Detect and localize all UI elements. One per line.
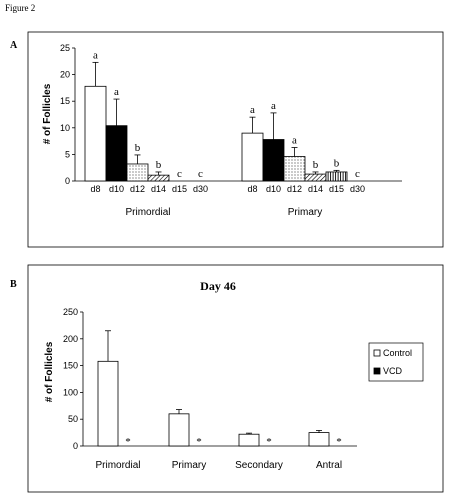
panel-a-category-label: d14 <box>308 184 323 194</box>
panel-a-significance-letter: a <box>292 134 297 146</box>
panel-b-bar-control <box>168 413 190 447</box>
panel-a-significance-letter: c <box>177 168 182 180</box>
panel-a-category-label: d15 <box>172 184 187 194</box>
panel-b-category-label: Primordial <box>95 460 140 471</box>
panel-a-ylabel: # of Follicles <box>42 83 53 144</box>
panel-a-category-label: d10 <box>266 184 281 194</box>
panel-a-significance-letter: b <box>334 157 340 169</box>
panel-b-y-tick-label: 0 <box>73 441 78 451</box>
legend-frame <box>368 342 424 382</box>
legend-label-vcd: VCD <box>383 366 403 376</box>
panel-a-label: A <box>10 40 18 51</box>
panel-a-category-label: d10 <box>109 184 124 194</box>
panel-a-y-tick-label: 25 <box>60 43 70 53</box>
legend: Control VCD <box>368 342 424 382</box>
panel-a-category-label: d15 <box>329 184 344 194</box>
panel-b-significance-marker: * <box>336 436 342 448</box>
panel-b-category-label: Primary <box>172 460 206 471</box>
panel-a-significance-letter: a <box>93 49 98 61</box>
panel-b-title: Day 46 <box>200 279 236 293</box>
panel-a-y-tick-label: 0 <box>65 176 70 186</box>
panel-b-bar-control <box>238 433 260 447</box>
panel-a-category-label: d30 <box>193 184 208 194</box>
panel-a-category-label: d30 <box>350 184 365 194</box>
panel-b-significance-marker: * <box>196 436 202 448</box>
panel-b-category-label: Antral <box>316 460 342 471</box>
panel-a-significance-letter: c <box>198 168 203 180</box>
panel-a-significance-letter: b <box>313 159 319 171</box>
panel-a-group-label: Primordial <box>125 207 170 218</box>
panel-a-bar <box>283 156 306 182</box>
panel-a-significance-letter: a <box>271 100 276 112</box>
panel-a-bar <box>304 173 327 182</box>
panel-b-bar-control <box>97 360 119 447</box>
panel-a-group-label: Primary <box>288 207 322 218</box>
panel-b-significance-marker: * <box>266 436 272 448</box>
panel-a-significance-letter: b <box>156 159 162 171</box>
panel-a-y-tick-label: 20 <box>60 70 70 80</box>
panel-a-bar <box>325 171 348 182</box>
panel-b-y-tick-label: 100 <box>63 387 78 397</box>
legend-swatch-control <box>373 349 381 357</box>
panel-b-label: B <box>10 279 17 290</box>
panel-a-category-label: d14 <box>151 184 166 194</box>
legend-label-control: Control <box>383 348 412 358</box>
panel-a-y-tick-label: 5 <box>65 149 70 159</box>
panel-a-category-label: d8 <box>90 184 100 194</box>
figure-label: Figure 2 <box>5 3 35 13</box>
panel-b-ylabel: # of Follicles <box>44 341 55 402</box>
panel-b-y-tick-label: 150 <box>63 361 78 371</box>
panel-a-bar <box>84 85 107 182</box>
legend-swatch-vcd <box>373 367 381 375</box>
panel-a-bar <box>147 174 170 182</box>
panel-b-bar-control <box>308 432 330 447</box>
panel-b-y-tick-label: 200 <box>63 334 78 344</box>
panel-a-significance-letter: a <box>250 104 255 116</box>
panel-a-bar <box>262 139 285 182</box>
panel-a-significance-letter: a <box>114 86 119 98</box>
panel-a-bar <box>105 125 128 182</box>
panel-a-bar <box>126 163 149 182</box>
panel-b-y-tick-label: 250 <box>63 307 78 317</box>
panel-a-bar <box>241 132 264 182</box>
panel-a-category-label: d12 <box>130 184 145 194</box>
panel-a-category-label: d8 <box>247 184 257 194</box>
panel-b-y-tick-label: 50 <box>68 414 78 424</box>
panel-a-significance-letter: c <box>355 168 360 180</box>
panel-a-significance-letter: b <box>135 142 141 154</box>
panel-a-y-tick-label: 15 <box>60 96 70 106</box>
panel-a-y-tick-label: 10 <box>60 123 70 133</box>
panel-a-frame <box>27 31 444 248</box>
panel-b-category-label: Secondary <box>235 460 283 471</box>
panel-b-frame <box>27 264 444 493</box>
panel-a-category-label: d12 <box>287 184 302 194</box>
panel-b-chart: Day 46 # of Follicles 0 50 100 150 200 250 * P… <box>44 279 424 471</box>
panel-a-chart: # of Follicles 0 5 10 15 20 25 a d8 a d10 b d12 b d1… <box>42 43 402 218</box>
panel-b-significance-marker: * <box>125 436 131 448</box>
